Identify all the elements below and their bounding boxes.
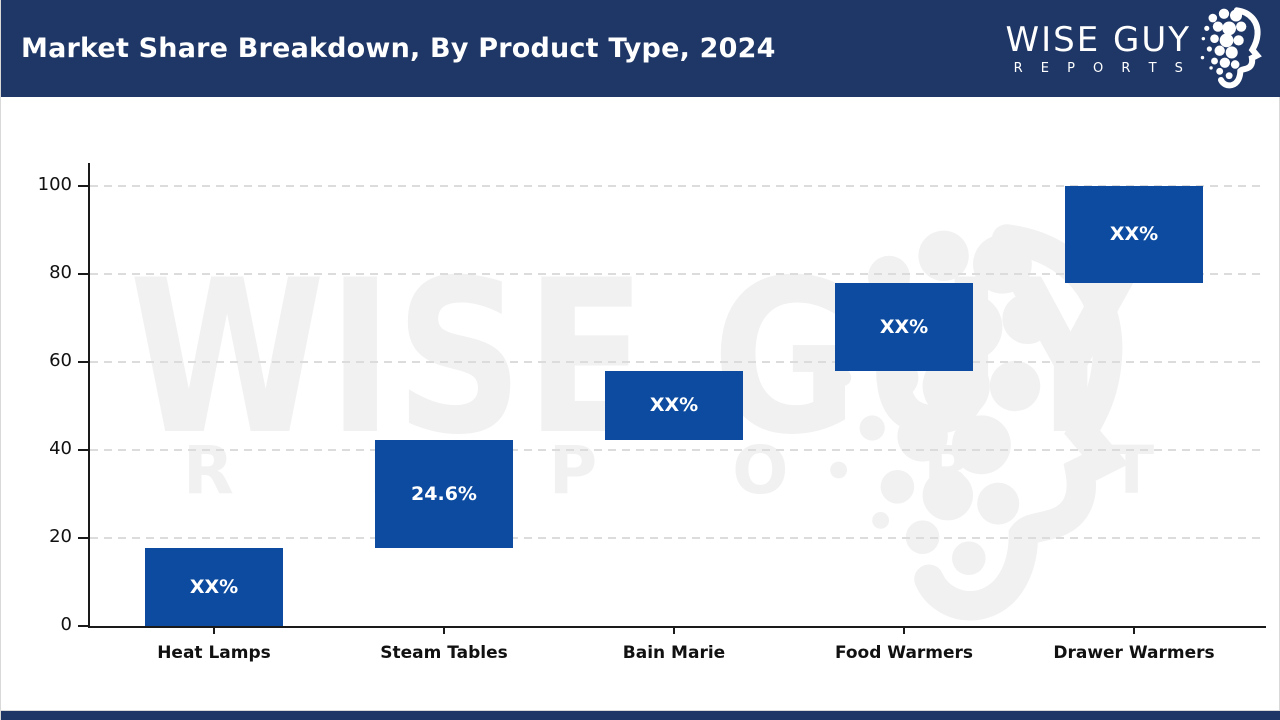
bar-steam-tables: 24.6%	[375, 439, 513, 549]
y-axis-tick	[78, 185, 88, 187]
bar-value-label: XX%	[189, 576, 239, 599]
footer-bar	[1, 711, 1280, 720]
bar-value-label: XX%	[1109, 223, 1159, 246]
gridline	[90, 361, 1266, 363]
gridline	[90, 185, 1266, 187]
y-axis-tick	[78, 537, 88, 539]
y-axis-tick	[78, 361, 88, 363]
gridline	[90, 537, 1266, 539]
y-axis-tick-label: 20	[49, 526, 72, 547]
y-axis-tick-label: 40	[49, 438, 72, 459]
header-bar: Market Share Breakdown, By Product Type,…	[1, 0, 1280, 97]
bar-food-warmers: XX%	[835, 282, 973, 371]
logo-text: WISE GUY R E P O R T S	[1005, 23, 1191, 75]
x-axis-tick	[673, 626, 675, 634]
footer-divider	[1, 710, 1280, 711]
logo-name: WISE GUY	[1005, 19, 1191, 60]
y-axis-tick-label: 60	[49, 350, 72, 371]
plot-area: 0 20 40 60 80 100 XX% Heat Lamps 24.6% Steam Tabl…	[38, 163, 1266, 663]
y-axis-tick-label: 80	[49, 262, 72, 283]
y-axis-tick	[78, 273, 88, 275]
y-axis-tick	[78, 625, 88, 627]
bar-heat-lamps: XX%	[145, 548, 283, 626]
x-axis-category-label: Heat Lamps	[157, 643, 271, 663]
gridline	[90, 449, 1266, 451]
x-axis-tick	[213, 626, 215, 634]
bar-drawer-warmers: XX%	[1065, 186, 1203, 283]
bar-value-label: 24.6%	[411, 482, 477, 505]
x-axis-tick	[1133, 626, 1135, 634]
gridline	[90, 273, 1266, 275]
logo-subname: R E P O R T S	[1013, 60, 1190, 76]
bar-value-label: XX%	[649, 394, 699, 417]
x-axis-category-label: Food Warmers	[834, 643, 974, 663]
x-axis-tick	[903, 626, 905, 634]
x-axis-category-label: Steam Tables	[380, 643, 508, 663]
wise-guy-logo: WISE GUY R E P O R T S	[1005, 6, 1267, 92]
x-axis-category-label: Drawer Warmers	[1053, 643, 1215, 663]
bar-bain-marie: XX%	[605, 370, 743, 440]
x-axis-category-label: Bain Marie	[622, 643, 726, 663]
y-axis-tick-label: 100	[37, 174, 72, 195]
y-axis-tick-label: 0	[60, 614, 72, 635]
logo-face-icon	[1200, 6, 1262, 88]
chart-title: Market Share Breakdown, By Product Type,…	[21, 33, 776, 64]
y-axis-tick	[78, 449, 88, 451]
x-axis-tick	[443, 626, 445, 634]
bar-value-label: XX%	[879, 315, 929, 338]
